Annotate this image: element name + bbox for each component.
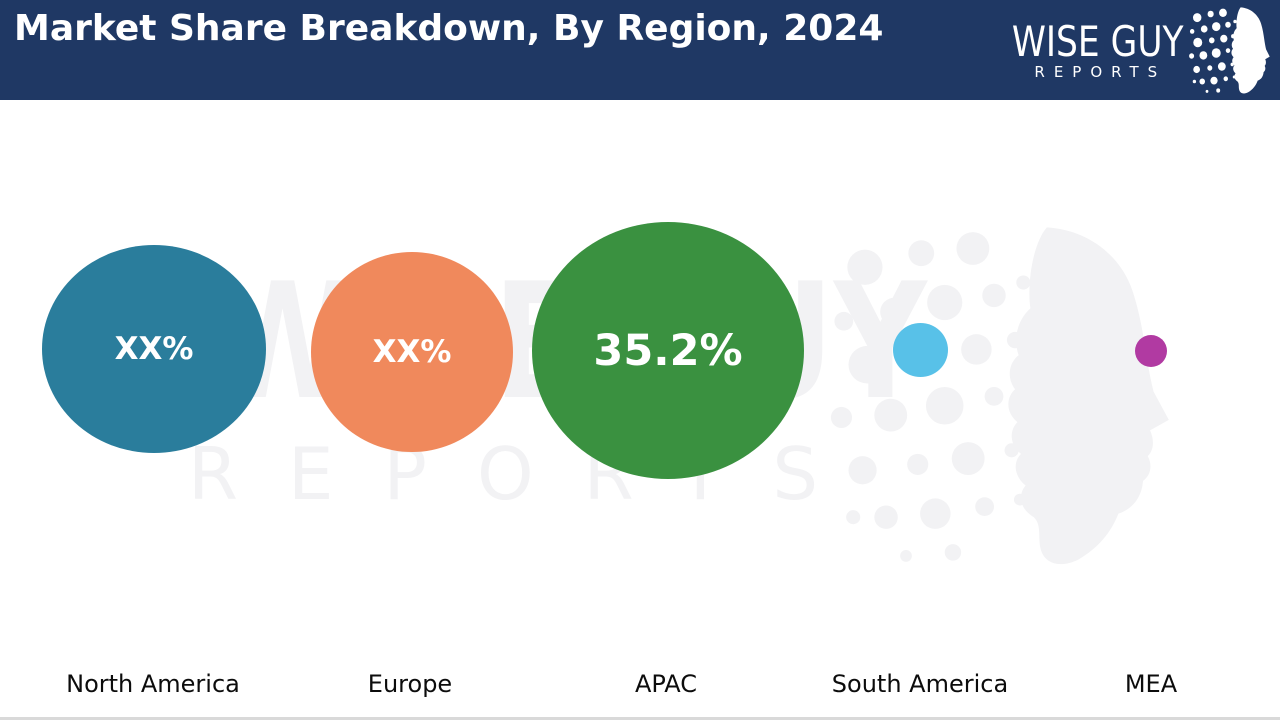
bubble-value-label: XX% <box>114 331 194 367</box>
bubble-apac: 35.2% <box>532 222 804 479</box>
brand-subtitle: REPORTS <box>1034 62 1167 81</box>
brand-logo-text: WISE GUY REPORTS <box>993 16 1202 81</box>
brand-logo: WISE GUY REPORTS <box>993 4 1270 96</box>
category-label-europe: Europe <box>367 670 453 698</box>
category-label-apac: APAC <box>634 670 698 698</box>
brand-name: WISE GUY <box>1011 16 1184 66</box>
bubble-mea <box>1135 335 1167 367</box>
bubble-chart: WISE GUY REPORTS XX% XX% 35.2% North Ame… <box>0 100 1280 720</box>
watermark-head-icon <box>830 227 1169 565</box>
category-label-north-america: North America <box>66 670 240 698</box>
brand-head-icon <box>1189 7 1270 94</box>
bubble-europe: XX% <box>311 252 513 452</box>
bottom-divider <box>0 717 1280 720</box>
category-label-mea: MEA <box>1124 670 1178 698</box>
bubble-south-america <box>893 323 948 377</box>
category-label-south-america: South America <box>831 670 1009 698</box>
bubble-value-label: XX% <box>372 334 452 370</box>
watermark-brand-subtitle: REPORTS <box>188 432 869 516</box>
page-title: Market Share Breakdown, By Region, 2024 <box>14 8 884 49</box>
header: Market Share Breakdown, By Region, 2024 … <box>0 0 1280 100</box>
bubble-north-america: XX% <box>42 245 266 453</box>
bubble-value-label: 35.2% <box>593 325 743 376</box>
